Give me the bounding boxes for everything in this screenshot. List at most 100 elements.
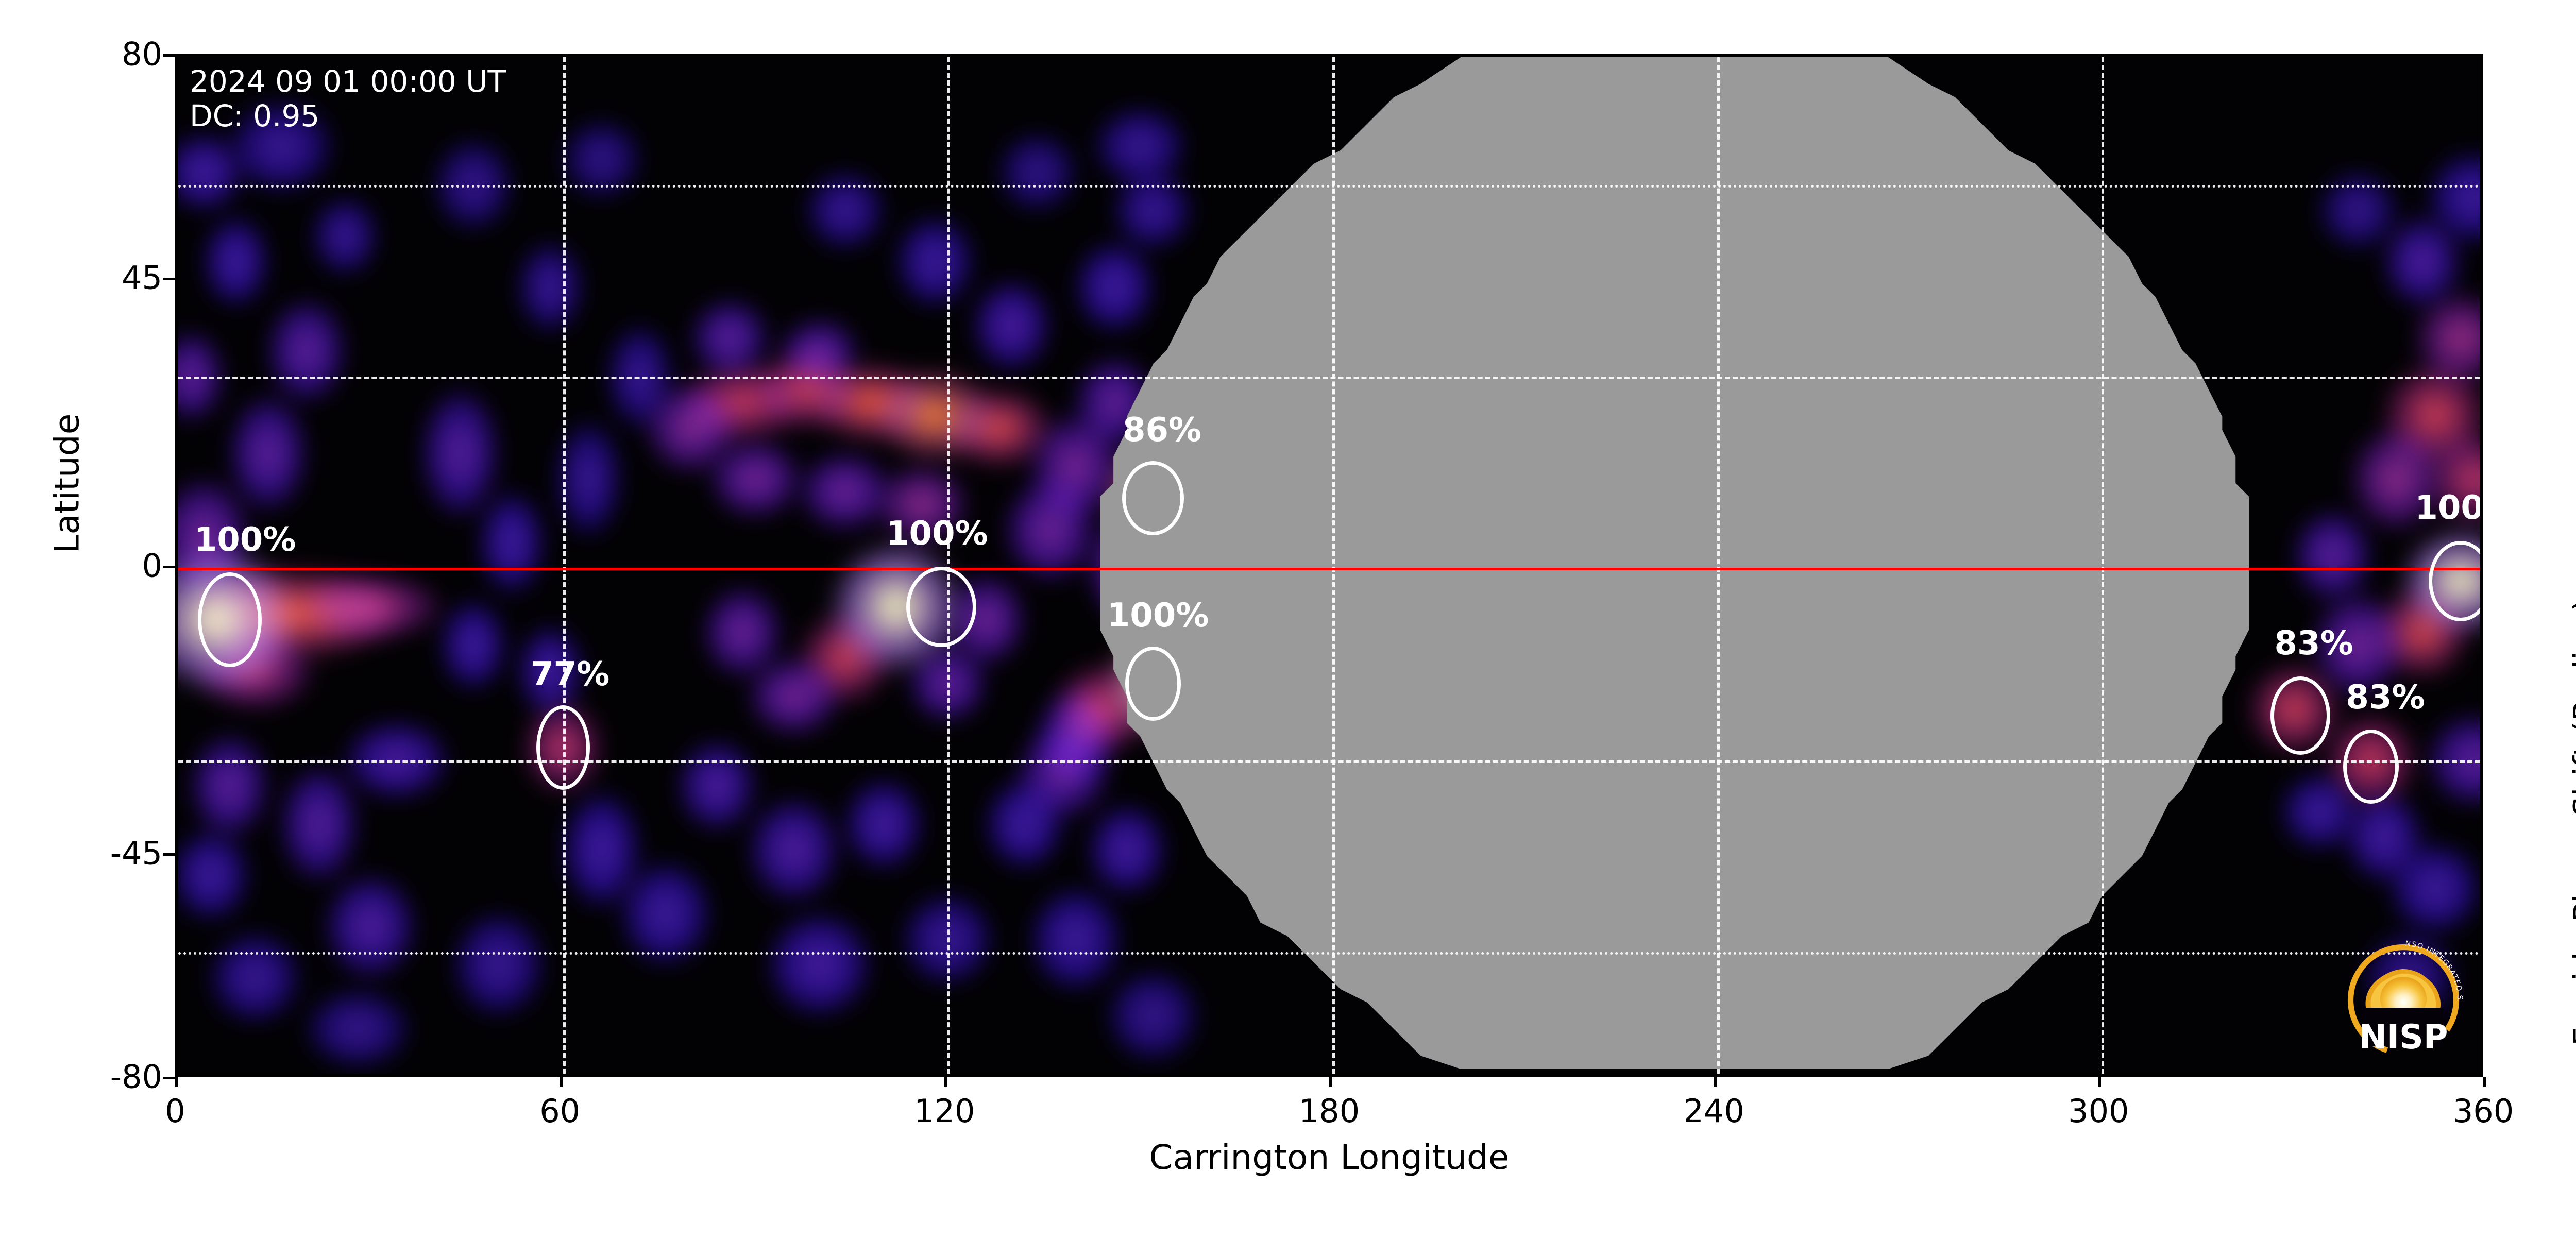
magnetogram-noise	[2154, 202, 2164, 243]
detection-percent-label: 77%	[531, 655, 610, 693]
farside-feature	[768, 913, 871, 1016]
magnetogram-noise	[1167, 959, 1173, 987]
gridline-latitude	[178, 377, 2480, 380]
y-axis-tick	[163, 54, 175, 57]
magnetogram-noise	[2218, 913, 2226, 943]
farside-feature	[2390, 843, 2480, 933]
detection-percent-label: 83%	[2274, 624, 2353, 663]
x-axis-label: Carrington Longitude	[1149, 1138, 1510, 1177]
gridline-latitude	[178, 952, 2480, 955]
y-axis-tick	[163, 565, 175, 568]
y-axis-tick	[163, 1077, 175, 1079]
farside-feature	[2281, 773, 2359, 850]
frontside-magnetogram	[178, 57, 2480, 1074]
farside-feature	[441, 600, 505, 690]
magnetogram-noise	[2202, 240, 2213, 274]
farside-feature	[704, 587, 781, 677]
farside-feature	[877, 466, 967, 543]
magnetogram-noise	[2198, 858, 2208, 893]
magnetogram-noise	[2143, 940, 2155, 952]
magnetogram-noise	[1240, 902, 1246, 936]
x-axis-tick-label: 360	[2452, 1092, 2514, 1130]
magnetogram-noise	[1173, 252, 1184, 283]
farside-feature	[1089, 805, 1166, 895]
x-axis-tick-label: 0	[165, 1092, 185, 1130]
magnetogram-noise	[1198, 886, 1207, 913]
detection-percent-label: 100%	[2415, 489, 2480, 528]
farside-feature	[178, 830, 249, 920]
detection-circle	[536, 705, 590, 790]
x-axis-tick	[1714, 1077, 1717, 1087]
magnetogram-noise	[2203, 970, 2210, 1013]
y-axis-tick-label: -45	[110, 834, 162, 872]
farside-feature	[479, 491, 544, 595]
magnetogram-noise	[1136, 250, 1146, 261]
y-axis-tick-label: 0	[142, 547, 162, 584]
detection-circle	[197, 572, 262, 667]
farside-feature	[281, 767, 358, 882]
magnetogram-disk	[1100, 57, 2249, 1070]
farside-feature	[2294, 511, 2371, 601]
y-axis-tick	[163, 278, 175, 281]
detection-percent-label: 100%	[1107, 596, 1209, 635]
magnetogram-noise	[2233, 74, 2242, 114]
x-axis-tick	[175, 1077, 178, 1087]
detection-circle	[2429, 541, 2480, 622]
x-axis-tick	[2098, 1077, 2102, 1087]
detection-percent-label: 100%	[194, 520, 296, 559]
farside-feature	[229, 101, 332, 192]
magnetogram-noise	[2211, 321, 2219, 360]
magnetogram-noise	[2033, 81, 2047, 108]
farside-feature	[204, 217, 268, 307]
detection-percent-label: 83%	[2346, 679, 2425, 717]
detection-circle	[1125, 646, 1181, 721]
gridline-longitude	[947, 57, 951, 1074]
nisp-logo: NISP NSO INTEGRATED SYNOPTIC PROGRAM	[2335, 929, 2468, 1064]
detection-percent-label: 86%	[1122, 411, 1202, 450]
farside-feature	[749, 799, 839, 901]
detection-circle	[906, 566, 976, 647]
magnetogram-noise	[1996, 1035, 2005, 1071]
farside-feature	[1018, 728, 1108, 818]
y-axis-tick-label: -80	[110, 1058, 162, 1096]
y-axis-tick	[163, 853, 175, 856]
gridline-latitude	[178, 185, 2480, 188]
detection-percent-label: 100%	[886, 514, 988, 553]
farside-colorbar-title: Farside Phase Shift (Radian)	[2567, 599, 2576, 1046]
magnetogram-noise	[2256, 806, 2266, 820]
y-axis-tick-label: 80	[122, 35, 162, 73]
magnetogram-noise	[1182, 134, 1193, 149]
main-plot-panel: 100% 77% 100% 86% 100% 100% 83% 83% 2024 09 01 …	[175, 54, 2483, 1077]
farside-feature	[620, 862, 710, 965]
x-axis-tick-label: 120	[914, 1092, 975, 1130]
x-axis-tick	[2483, 1077, 2486, 1087]
magnetogram-noise	[2236, 812, 2245, 826]
farside-feature	[268, 300, 345, 402]
farside-feature	[518, 242, 582, 332]
x-axis-tick-label: 240	[1683, 1092, 1744, 1130]
magnetogram-noise	[1183, 188, 1194, 199]
magnetogram-noise	[1157, 1055, 1170, 1074]
plot-canvas: 100% 77% 100% 86% 100% 100% 83% 83% 2024 09 01 …	[178, 57, 2480, 1074]
farside-feature	[1076, 242, 1153, 332]
x-axis-tick-label: 180	[1298, 1092, 1360, 1130]
farside-feature	[518, 626, 582, 716]
magnetogram-noise	[2166, 816, 2179, 837]
farside-feature	[1095, 108, 1185, 185]
farside-feature	[229, 396, 307, 511]
farside-feature	[300, 574, 442, 639]
farside-feature	[998, 133, 1076, 211]
magnetogram-noise	[1173, 925, 1180, 945]
x-axis-tick	[944, 1077, 947, 1087]
detection-circle	[1122, 461, 1184, 536]
x-axis-tick	[560, 1077, 563, 1087]
farside-feature	[454, 913, 544, 1016]
farside-feature	[896, 217, 974, 307]
farside-feature	[973, 281, 1050, 370]
gridline-longitude	[1332, 57, 1335, 1074]
magnetogram-noise	[2236, 812, 2247, 840]
farside-feature	[845, 779, 922, 869]
magnetogram-noise	[1150, 884, 1157, 898]
x-axis-tick-label: 60	[539, 1092, 581, 1130]
